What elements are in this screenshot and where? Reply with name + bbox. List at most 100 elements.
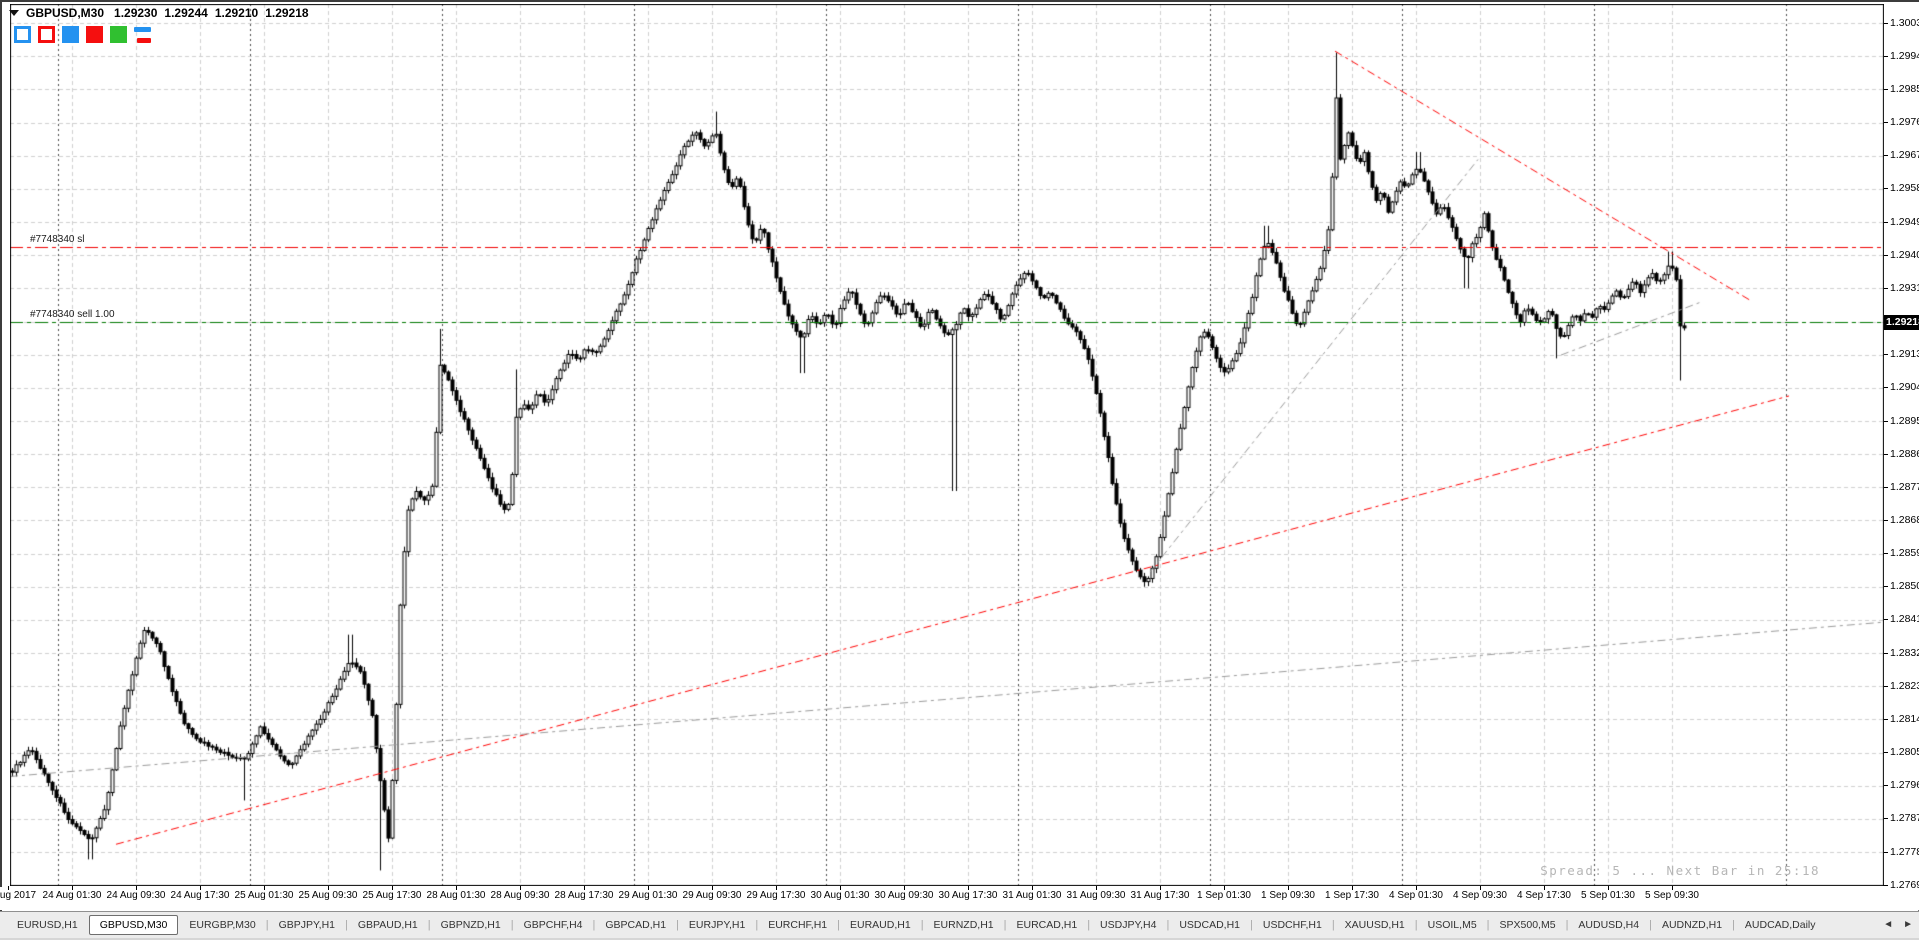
tab-separator: | [1166,919,1170,931]
time-tick-label: 5 Sep 09:30 [1627,886,1717,901]
chart-tab-gbpusd-m30[interactable]: GBPUSD,M30 [88,915,179,935]
price-tick-label: 1.28410 [1884,613,1919,625]
chart-tab-eurjpy-h1[interactable]: EURJPY,H1 [688,919,746,931]
hollow-blue-square-icon[interactable] [14,26,31,43]
time-tick-label: 31 Aug 09:30 [1051,886,1141,901]
chart-tab-gbpcad-h1[interactable]: GBPCAD,H1 [605,919,667,931]
tab-separator: | [1732,919,1735,931]
time-tick-label: 1 Sep 01:30 [1179,886,1269,901]
price-tick-label: 1.29850 [1884,83,1919,95]
chart-tab-eurcad-h1[interactable]: EURCAD,H1 [1016,919,1078,931]
chart-tab-eurchf-h1[interactable]: EURCHF,H1 [768,919,828,931]
symbol-ohlc-readout: GBPUSD,M30 1.29230 1.29244 1.29210 1.292… [9,6,309,20]
order-sell-label: #7748340 sell 1.00 [30,309,115,321]
price-tick-label: 1.29580 [1884,182,1919,194]
chart-tab-audcad-daily[interactable]: AUDCAD,Daily [1744,919,1816,931]
chart-tab-gbpchf-h4[interactable]: GBPCHF,H4 [523,919,583,931]
time-tick-label: 31 Aug 01:30 [987,886,1077,901]
chart-tab-euraud-h1[interactable]: EURAUD,H1 [850,919,911,931]
candlestick-chart-canvas[interactable] [10,4,1884,886]
chart-tab-usoil-m5[interactable]: USOIL,M5 [1427,919,1477,931]
current-price-badge: 1.29218 [1884,314,1919,330]
time-tick-label: 1 Sep 17:30 [1307,886,1397,901]
chart-tab-spx500-m5[interactable]: SPX500,M5 [1499,919,1556,931]
chart-tab-usdjpy-h4[interactable]: USDJPY,H4 [1100,919,1157,931]
solid-red-square-icon[interactable] [86,26,103,43]
time-tick-label: 30 Aug 09:30 [859,886,949,901]
price-tick-label: 1.28140 [1884,713,1919,725]
chart-tab-gbpaud-h1[interactable]: GBPAUD,H1 [357,919,418,931]
price-tick-label: 1.28500 [1884,580,1919,592]
price-tick-label: 1.29760 [1884,116,1919,128]
time-tick-label: 4 Sep 17:30 [1499,886,1589,901]
time-tick-label: 30 Aug 17:30 [923,886,1013,901]
tab-separator: | [345,919,348,931]
price-tick-label: 1.28680 [1884,514,1919,526]
chart-tab-eurusd-h1[interactable]: EURUSD,H1 [17,919,78,931]
price-tick-label: 1.28320 [1884,647,1919,659]
solid-green-square-icon[interactable] [110,26,127,43]
hollow-red-square-icon[interactable] [38,26,55,43]
price-axis[interactable]: 1.29218 1.30030 1.29940 1.29850 1.29760 1.29… [1884,2,1919,910]
price-tick-label: 1.29400 [1884,249,1919,261]
time-tick-label: 28 Aug 17:30 [539,886,629,901]
price-tick-label: 1.28950 [1884,415,1919,427]
chart-tab-usdchf-h1[interactable]: USDCHF,H1 [1262,919,1322,931]
price-tick-label: 1.27780 [1884,846,1919,858]
price-tick-label: 1.28860 [1884,448,1919,460]
price-tick-label: 1.27870 [1884,812,1919,824]
price-tick-label: 1.27960 [1884,779,1919,791]
tab-separator: | [1486,919,1490,931]
bottom-status-strip [0,938,1919,940]
chart-tab-gbpjpy-h1[interactable]: GBPJPY,H1 [278,919,335,931]
time-tick-label: 5 Sep 01:30 [1563,886,1653,901]
tab-separator: | [1649,919,1652,931]
ohlc-high: 1.29244 [164,6,208,20]
price-tick-label: 1.29490 [1884,216,1919,228]
ohlc-low: 1.29210 [214,6,259,20]
chart-tab-usdcad-h1[interactable]: USDCAD,H1 [1179,919,1241,931]
ohlc-open: 1.29230 [114,6,158,20]
time-tick-label: 29 Aug 01:30 [603,886,693,901]
time-tick-label: 25 Aug 09:30 [283,886,373,901]
tabs-scroll-left-icon[interactable]: ◄ [1883,919,1894,930]
price-tick-label: 1.29940 [1884,50,1919,62]
tab-separator: | [920,919,924,931]
chart-tab-eurnzd-h1[interactable]: EURNZD,H1 [933,919,994,931]
price-tick-label: 1.29310 [1884,282,1919,294]
chart-tab-audusd-h4[interactable]: AUDUSD,H4 [1578,919,1640,931]
tab-scroll-arrows: ◄ ► [1883,918,1913,932]
solid-blue-square-icon[interactable] [62,26,79,43]
blue-red-bars-icon[interactable] [134,26,151,43]
price-tick-label: 1.28050 [1884,746,1919,758]
tab-separator: | [265,919,269,931]
ohlc-close: 1.29218 [265,6,309,20]
window-border-left [0,2,2,912]
time-tick-label: 24 Aug 17:30 [155,886,245,901]
chart-tab-xauusd-h1[interactable]: XAUUSD,H1 [1344,919,1405,931]
symbol-timeframe-label: GBPUSD,M30 [26,6,105,20]
time-tick-label: 30 Aug 01:30 [795,886,885,901]
tab-separator: | [1565,919,1569,931]
time-tick-label: 1 Sep 09:30 [1243,886,1333,901]
time-tick-label: 31 Aug 17:30 [1115,886,1205,901]
tab-separator: | [1087,919,1091,931]
tab-separator: | [676,919,679,931]
tabs-scroll-right-icon[interactable]: ► [1903,919,1913,930]
time-tick-label: 25 Aug 17:30 [347,886,437,901]
price-tick-label: 1.27690 [1884,879,1919,891]
indicator-button-row [14,26,151,43]
chart-tab-gbpnzd-h1[interactable]: GBPNZD,H1 [440,919,501,931]
chart-tab-eurgbp-m30[interactable]: EURGBP,M30 [189,919,256,931]
price-tick-label: 1.29130 [1884,348,1919,360]
price-tick-label: 1.28770 [1884,481,1919,493]
price-tick-label: 1.29040 [1884,381,1919,393]
collapse-triangle-icon[interactable] [9,10,19,16]
chart-tab-audnzd-h1[interactable]: AUDNZD,H1 [1661,919,1723,931]
chart-tabs-bar: EURUSD,H1 GBPUSD,M30 EURGBP,M30 | GBPJPY,H1 |… [0,911,1919,938]
price-tick-label: 1.30030 [1884,17,1919,29]
tab-separator: | [427,919,431,931]
tab-separator: | [1331,919,1335,931]
